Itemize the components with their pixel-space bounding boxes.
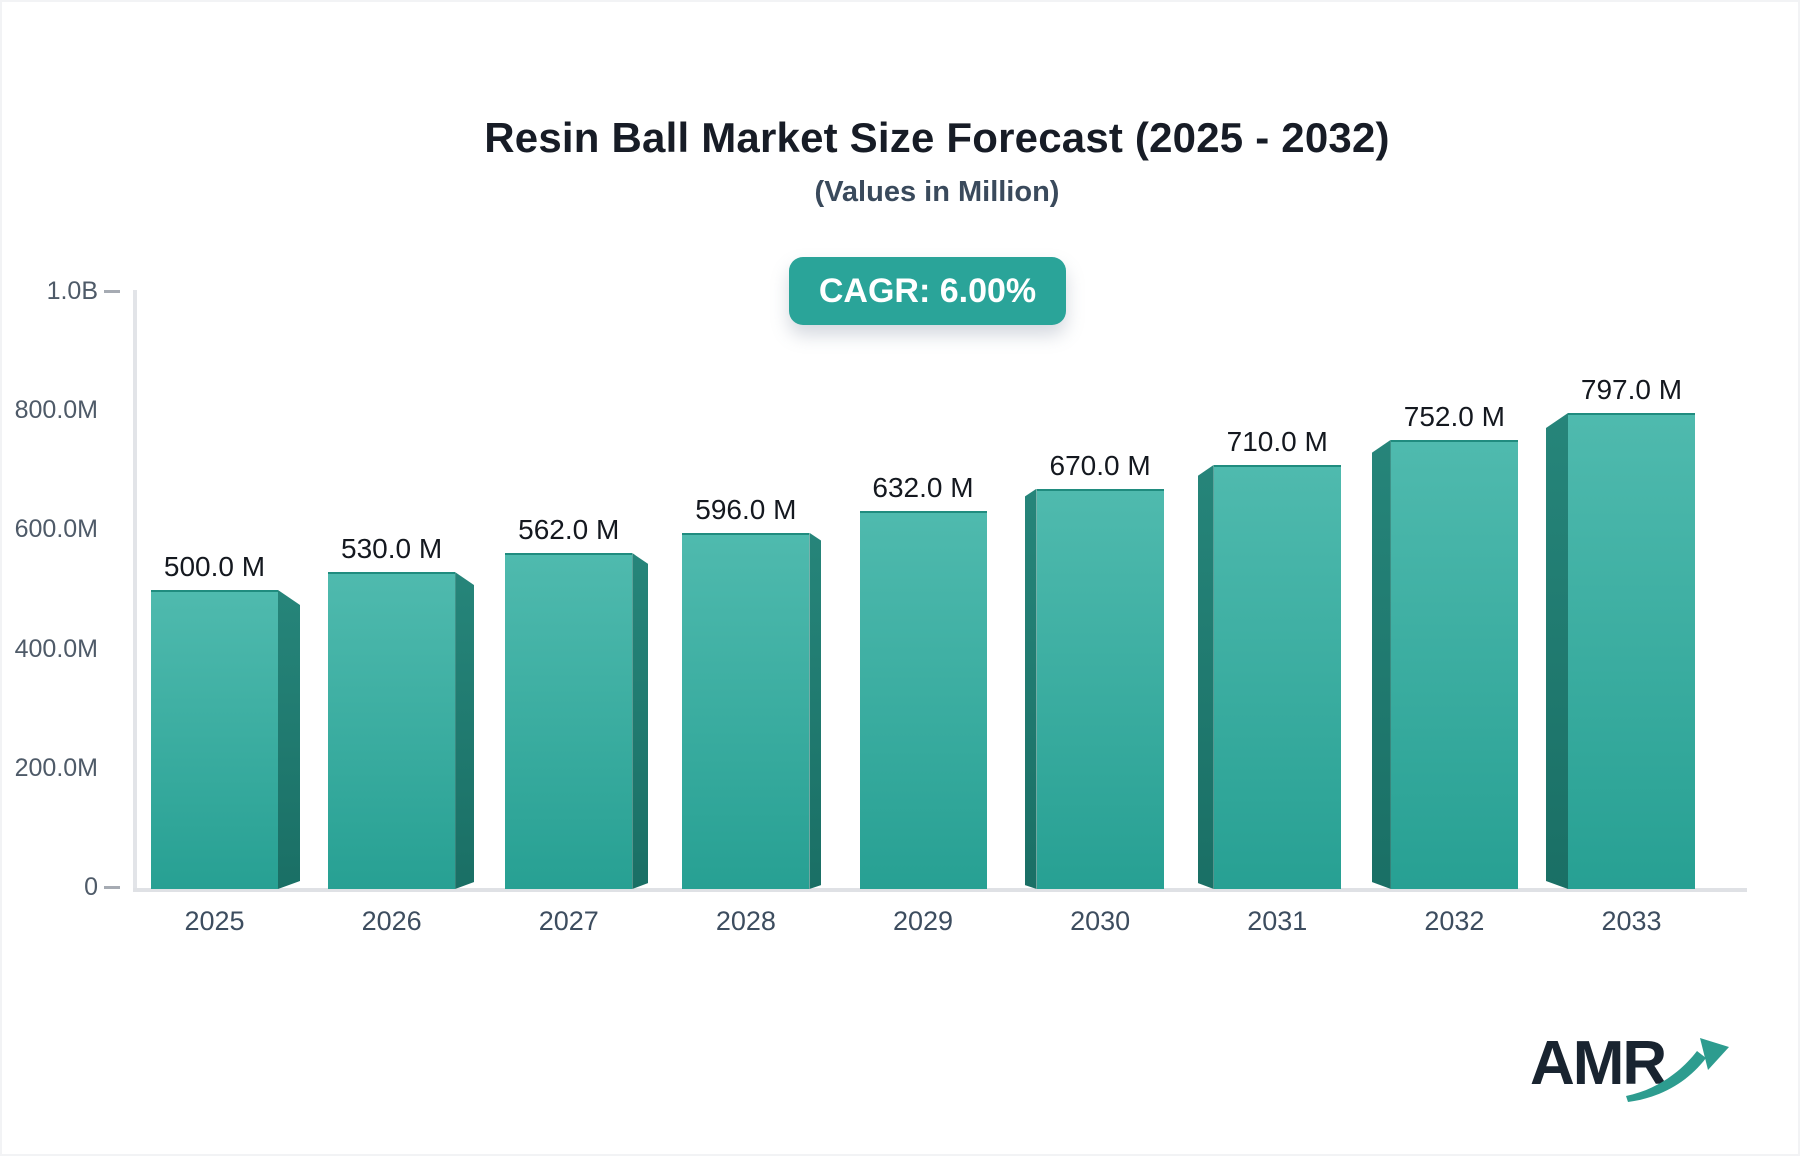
bar-side-face [1198,465,1214,889]
y-axis-tick-label: 800.0M [14,396,98,425]
bar-value-label: 797.0 M [1580,373,1683,405]
bar-value-label: 562.0 M [518,514,620,546]
y-axis-tick-label: 200.0M [14,753,98,782]
y-axis-tick-label: 400.0M [14,634,98,663]
y-axis-tick-label: 0 [84,873,98,901]
bar-2031[interactable] [1213,464,1341,889]
bar-2033[interactable] [1568,412,1695,889]
y-axis-tick-mark [104,886,120,889]
amr-logo: AMR [1530,1028,1740,1114]
y-axis-tick-mark [104,290,120,293]
amr-logo-text: AMR [1530,1029,1667,1098]
x-axis-tick-label: 2025 [184,906,245,936]
bar-value-label: 596.0 M [695,493,797,525]
bar-side-face [455,572,474,889]
bar-side-face [1025,489,1037,889]
y-axis-line [133,290,137,890]
bar-side-face [278,590,300,889]
bar-side-face [809,533,821,889]
bar-2025[interactable] [151,590,278,889]
bar-value-label: 710.0 M [1226,425,1328,457]
x-axis-tick-label: 2027 [538,906,599,936]
chart-subtitle: (Values in Million) [814,176,1060,208]
cagr-badge-label: CAGR: 6.00% [818,271,1037,310]
x-axis-tick-label: 2028 [715,906,776,936]
bar-value-label: 530.0 M [341,533,443,565]
x-axis-tick-label: 2033 [1601,906,1662,936]
bar-2029[interactable] [859,511,987,889]
bar-2026[interactable] [328,572,456,889]
cagr-badge: CAGR: 6.00% [789,257,1066,325]
x-axis-tick-label: 2031 [1247,906,1308,936]
x-axis-baseline [133,888,1747,892]
x-axis-tick-label: 2026 [361,906,422,936]
bar-2027[interactable] [505,553,633,889]
bar-value-label: 500.0 M [163,551,266,582]
x-axis-tick-label: 2029 [892,906,954,936]
chart-title: Resin Ball Market Size Forecast (2025 - … [484,114,1390,161]
trend-arrow-icon [1626,1038,1729,1102]
x-axis-tick-label: 2030 [1070,906,1131,936]
bar-side-face [1546,413,1568,889]
bar-2030[interactable] [1036,488,1164,889]
x-axis-tick-label: 2032 [1424,906,1485,936]
y-axis-tick-label: 600.0M [14,515,98,544]
bar-side-face [1372,440,1391,889]
bar-2032[interactable] [1390,439,1518,889]
y-axis-tick-label: 1.0B [46,277,98,305]
bar-value-label: 632.0 M [872,472,974,504]
bar-side-face [632,553,648,889]
bar-value-label: 670.0 M [1049,449,1151,481]
bar-value-label: 752.0 M [1403,400,1505,432]
bar-2028[interactable] [682,532,810,889]
